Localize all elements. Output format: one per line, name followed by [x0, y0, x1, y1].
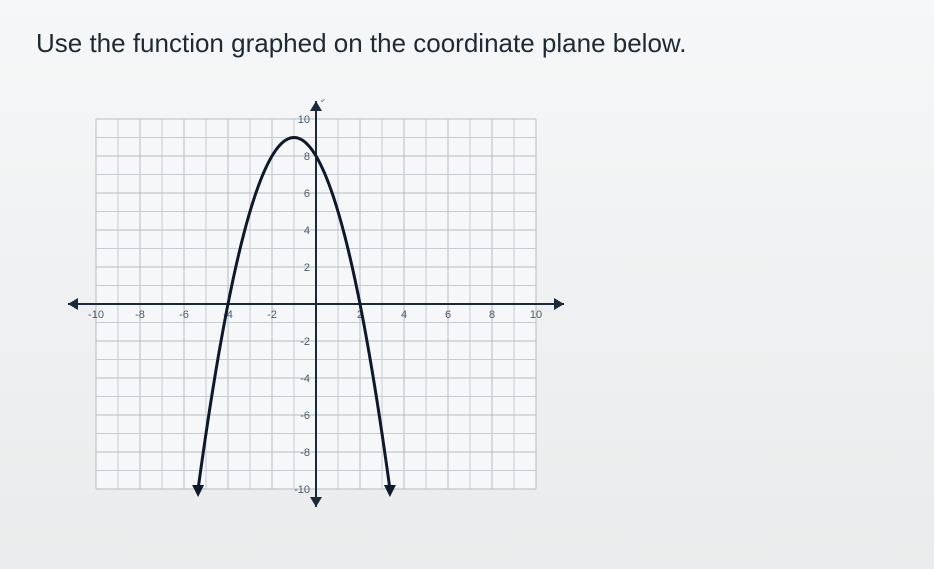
x-tick-label: 4 — [401, 309, 407, 321]
x-tick-label: 6 — [445, 309, 451, 321]
coordinate-plane-chart: -10-8-6-4-2246810-10-8-6-4-2246810xy — [46, 99, 566, 519]
y-tick-label: -4 — [300, 373, 310, 385]
curve-arrow-right — [384, 485, 396, 497]
instruction-text: Use the function graphed on the coordina… — [36, 28, 898, 59]
y-tick-label: -6 — [300, 410, 310, 422]
y-tick-label: 2 — [304, 262, 310, 274]
y-tick-label: 4 — [304, 225, 310, 237]
x-tick-label: 8 — [489, 309, 495, 321]
axis-arrow-down — [310, 497, 322, 507]
curve-arrow-left — [192, 485, 204, 497]
chart-svg: -10-8-6-4-2246810-10-8-6-4-2246810xy — [46, 99, 566, 519]
y-tick-label: -2 — [300, 336, 310, 348]
y-tick-label: -10 — [294, 484, 310, 496]
axis-arrow-right — [554, 298, 564, 310]
y-tick-label: 6 — [304, 188, 310, 200]
y-tick-label: 8 — [304, 151, 310, 163]
y-axis-label: y — [320, 99, 328, 102]
axis-arrow-up — [310, 101, 322, 111]
x-tick-label: -8 — [135, 309, 145, 321]
x-tick-label: -6 — [179, 309, 189, 321]
axis-arrow-left — [68, 298, 78, 310]
x-tick-label: -10 — [88, 309, 104, 321]
page: Use the function graphed on the coordina… — [0, 0, 934, 569]
x-tick-label: 10 — [530, 309, 542, 321]
y-tick-label: 10 — [298, 114, 310, 126]
y-tick-label: -8 — [300, 447, 310, 459]
x-tick-label: -2 — [267, 309, 277, 321]
